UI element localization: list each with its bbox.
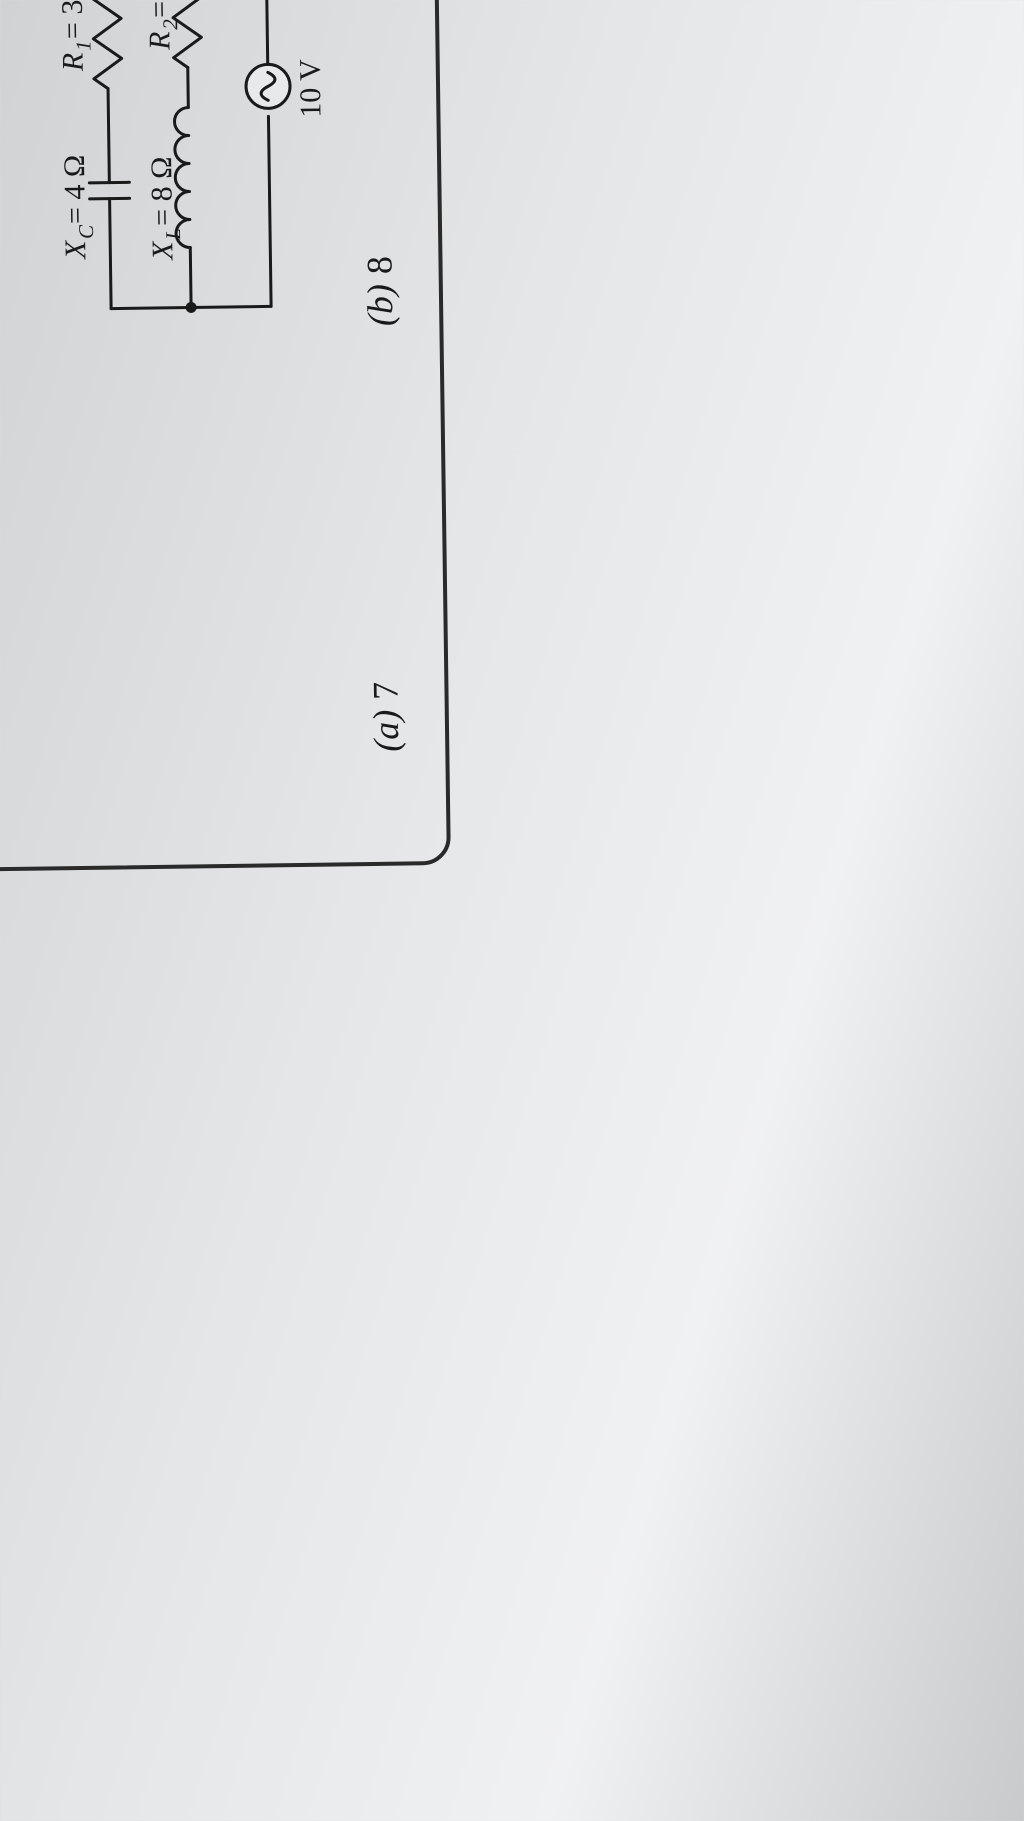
svg-text:R: R bbox=[57, 53, 90, 73]
option-value: 8 bbox=[358, 256, 400, 275]
svg-text:= 8 Ω: = 8 Ω bbox=[145, 157, 179, 227]
question-number: 15. bbox=[0, 757, 10, 828]
circuit-diagram: XC = 4 ΩR1 = 3 ΩXL = 8 ΩR2 = 6 Ω10 V bbox=[24, 0, 332, 370]
option-label: (a) bbox=[365, 710, 408, 753]
svg-text:C: C bbox=[74, 224, 98, 239]
option-a[interactable]: (a) 7 bbox=[364, 682, 407, 753]
svg-text:= 3 Ω: = 3 Ω bbox=[55, 0, 89, 40]
svg-text:R: R bbox=[143, 32, 176, 52]
options-row: (a) 7 (b) 8 (c) 9 (d) 10 bbox=[336, 0, 413, 822]
svg-text:L: L bbox=[161, 228, 185, 241]
option-label: (b) bbox=[359, 284, 402, 327]
svg-text:= 6 Ω: = 6 Ω bbox=[142, 0, 176, 19]
option-b[interactable]: (b) 8 bbox=[358, 256, 401, 327]
svg-text:X: X bbox=[59, 239, 92, 260]
svg-text:= 4 Ω: = 4 Ω bbox=[58, 155, 92, 225]
question-15-box: 15. In the figure shown, an ideal altern… bbox=[0, 0, 451, 873]
svg-text:1: 1 bbox=[71, 41, 95, 52]
svg-text:10 V: 10 V bbox=[294, 59, 328, 118]
svg-text:2: 2 bbox=[158, 19, 182, 30]
svg-text:X: X bbox=[146, 240, 179, 261]
option-value: 7 bbox=[364, 682, 406, 701]
question-text: In the figure shown, an ideal alternatin… bbox=[0, 0, 9, 758]
